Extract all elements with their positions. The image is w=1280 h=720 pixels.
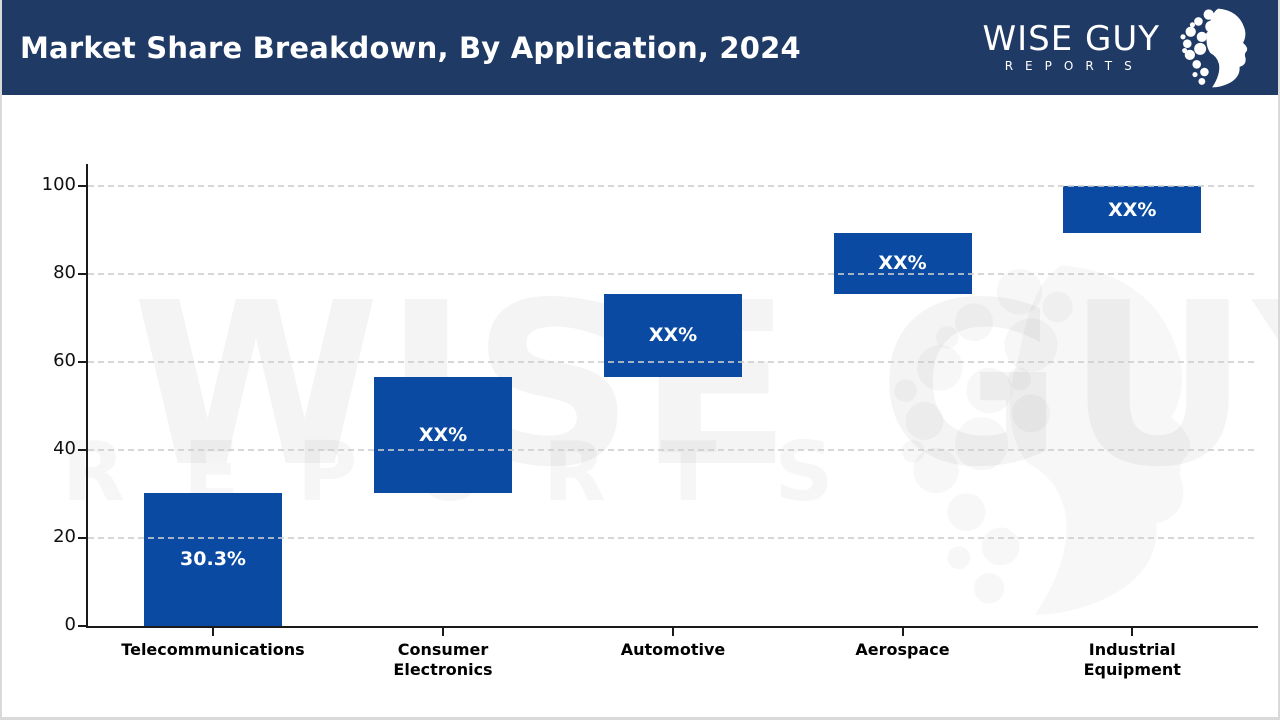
x-category-label: Industrial Equipment xyxy=(1083,640,1181,679)
x-category-label: Consumer Electronics xyxy=(393,640,493,679)
page-title: Market Share Breakdown, By Application, … xyxy=(20,30,801,65)
gridline xyxy=(88,185,1254,187)
x-tick-mark xyxy=(442,628,444,636)
y-tick-label: 60 xyxy=(53,350,76,371)
y-tick-mark xyxy=(78,185,86,187)
bar-consumer-electronics: XX% xyxy=(374,376,512,493)
header-bar: Market Share Breakdown, By Application, … xyxy=(2,0,1278,95)
y-tick-mark xyxy=(78,537,86,539)
bar-industrial-equipment: XX% xyxy=(1063,186,1202,234)
bar-value-label: XX% xyxy=(878,252,927,275)
y-tick-label: 0 xyxy=(64,614,76,635)
logo-text: WISE GUY REPORTS xyxy=(982,18,1160,74)
y-tick-mark xyxy=(78,625,86,627)
x-tick-mark xyxy=(901,628,904,636)
x-tick-mark xyxy=(672,628,674,636)
x-axis-line xyxy=(86,626,1258,628)
bar-value-label: XX% xyxy=(1108,198,1157,221)
x-tick-mark xyxy=(212,628,214,636)
y-tick-mark xyxy=(78,449,86,451)
bar-aerospace: XX% xyxy=(833,233,972,294)
x-category-label: Aerospace xyxy=(855,640,950,659)
gridline xyxy=(88,273,1254,275)
y-tick-label: 80 xyxy=(53,262,76,283)
y-axis-line xyxy=(86,164,88,628)
logo-subtitle: REPORTS xyxy=(1004,59,1144,74)
bar-value-label: XX% xyxy=(418,423,468,446)
logo-head-icon xyxy=(1180,8,1248,87)
x-category-label: Automotive xyxy=(620,640,726,659)
bar-automotive: XX% xyxy=(604,293,742,377)
y-tick-mark xyxy=(78,273,86,275)
logo-wordmark: WISE GUY xyxy=(982,18,1160,59)
y-tick-label: 20 xyxy=(53,526,76,547)
bar-telecommunications: 30.3% xyxy=(144,492,282,626)
wise-guy-logo: WISE GUY REPORTS xyxy=(982,6,1250,90)
gridline xyxy=(88,537,1254,539)
y-tick-label: 100 xyxy=(41,174,76,195)
bar-value-label: XX% xyxy=(648,324,698,347)
y-tick-mark xyxy=(78,361,86,363)
gridline xyxy=(88,449,1254,451)
gridline xyxy=(88,361,1254,363)
chart-area: WISE GUY REPORTS 02040608010030.3%Teleco… xyxy=(2,95,1278,717)
bar-value-label: 30.3% xyxy=(180,548,246,571)
y-tick-label: 40 xyxy=(53,438,76,459)
x-category-label: Telecommunications xyxy=(121,640,305,659)
x-tick-mark xyxy=(1131,628,1134,636)
